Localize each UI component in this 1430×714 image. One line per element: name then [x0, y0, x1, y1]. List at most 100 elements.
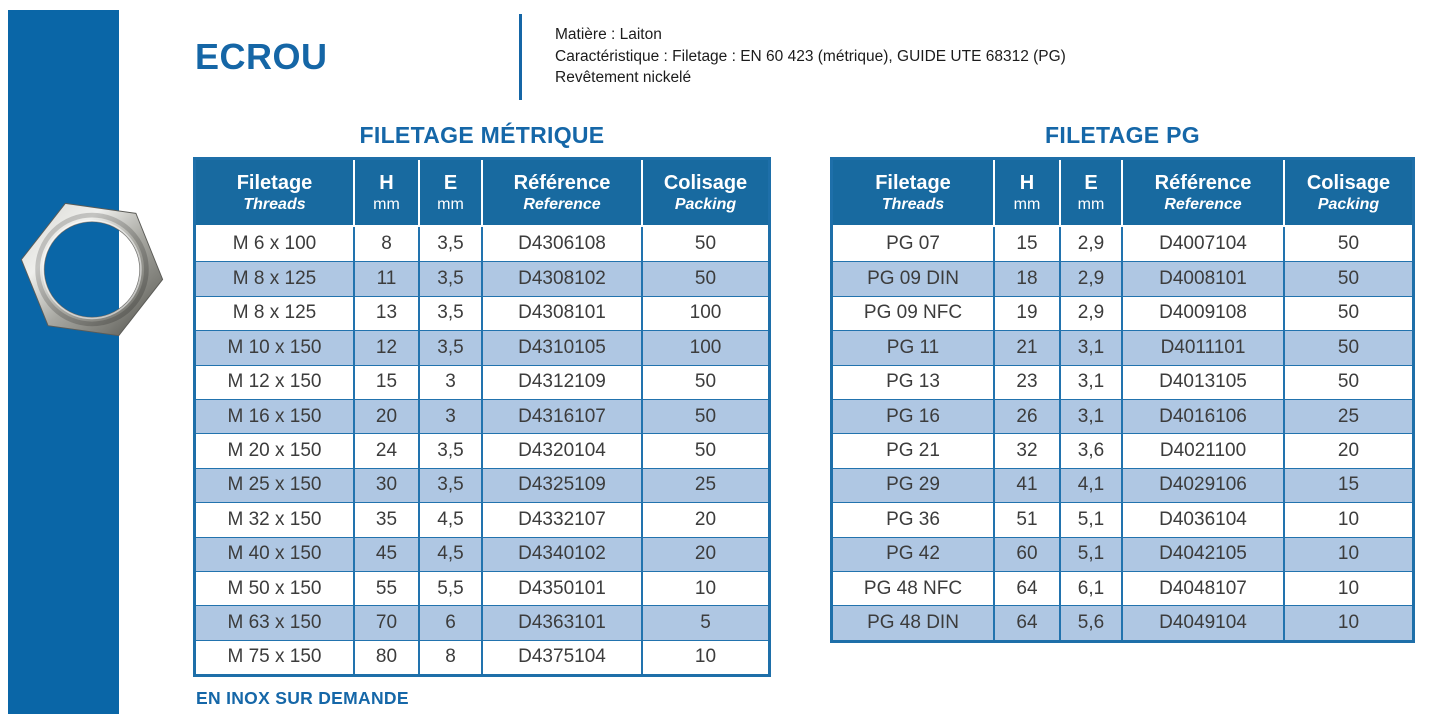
cell-h: 70 — [353, 606, 418, 640]
col-header-reference: Référence Reference — [1121, 160, 1283, 225]
cell-filetage: M 25 x 150 — [227, 474, 322, 496]
cell-e: 4,5 — [418, 503, 481, 537]
cell-h: 30 — [353, 468, 418, 503]
cell-colisage: 10 — [1283, 503, 1412, 537]
cell-h: 20 — [353, 399, 418, 434]
table-row: M 6 x 100 8 3,5 D4306108 50 — [196, 227, 768, 262]
cell-filetage: PG 07 — [886, 233, 940, 255]
cell-e: 3,1 — [1059, 399, 1121, 434]
cell-filetage: M 63 x 150 — [227, 611, 322, 633]
table-row: M 8 x 125 11 3,5 D4308102 50 — [196, 261, 768, 296]
cell-colisage: 50 — [1283, 331, 1412, 365]
cell-filetage: M 32 x 150 — [227, 508, 322, 530]
cell-e: 2,9 — [1059, 296, 1121, 331]
cell-filetage: M 10 x 150 — [227, 336, 322, 358]
cell-colisage: 15 — [1283, 468, 1412, 503]
table-row: M 12 x 150 15 3 D4312109 50 — [196, 364, 768, 399]
cell-filetage: PG 11 — [886, 336, 940, 358]
cell-h: 12 — [353, 331, 418, 365]
cell-h: 64 — [993, 571, 1059, 606]
cell-colisage: 50 — [1283, 262, 1412, 296]
cell-reference: D4332107 — [481, 503, 641, 537]
table-row: M 32 x 150 35 4,5 D4332107 20 — [196, 502, 768, 537]
cell-colisage: 50 — [641, 365, 768, 399]
cell-colisage: 50 — [1283, 296, 1412, 331]
cell-e: 3,1 — [1059, 365, 1121, 399]
col-header-e: E mm — [418, 160, 481, 225]
cell-h: 35 — [353, 503, 418, 537]
cell-h: 23 — [993, 365, 1059, 399]
cell-e: 8 — [418, 640, 481, 675]
cell-filetage: M 75 x 150 — [227, 646, 322, 668]
table-row: M 40 x 150 45 4,5 D4340102 20 — [196, 536, 768, 571]
table-row: PG 29 41 4,1 D4029106 15 — [833, 467, 1412, 503]
cell-h: 15 — [353, 365, 418, 399]
cell-colisage: 20 — [641, 537, 768, 571]
cell-e: 5,1 — [1059, 503, 1121, 537]
cell-colisage: 25 — [1283, 399, 1412, 434]
cell-filetage: PG 48 NFC — [863, 577, 963, 599]
cell-e: 3 — [418, 365, 481, 399]
cell-reference: D4375104 — [481, 640, 641, 675]
cell-filetage: PG 42 — [886, 543, 940, 565]
cell-e: 3,5 — [418, 227, 481, 262]
table-row: M 8 x 125 13 3,5 D4308101 100 — [196, 295, 768, 331]
cell-reference: D4316107 — [481, 399, 641, 434]
cell-e: 6 — [418, 606, 481, 640]
cell-reference: D4008101 — [1121, 262, 1283, 296]
cell-filetage: M 6 x 100 — [232, 233, 317, 255]
table-row: PG 13 23 3,1 D4013105 50 — [833, 364, 1412, 399]
cell-e: 2,9 — [1059, 262, 1121, 296]
cell-h: 18 — [993, 262, 1059, 296]
cell-h: 45 — [353, 537, 418, 571]
cell-reference: D4308101 — [481, 296, 641, 331]
cell-reference: D4306108 — [481, 227, 641, 262]
spec-block: Matière : Laiton Caractéristique : Filet… — [555, 24, 1066, 89]
cell-h: 26 — [993, 399, 1059, 434]
inox-note: EN INOX SUR DEMANDE — [196, 688, 409, 708]
cell-e: 3 — [418, 399, 481, 434]
col-header-colisage: Colisage Packing — [641, 160, 768, 225]
metric-table-title: FILETAGE MÉTRIQUE — [359, 122, 605, 148]
cell-h: 64 — [993, 606, 1059, 640]
cell-reference: D4340102 — [481, 537, 641, 571]
cell-reference: D4350101 — [481, 571, 641, 606]
cell-colisage: 50 — [1283, 227, 1412, 262]
cell-filetage: M 40 x 150 — [227, 543, 322, 565]
cell-e: 3,5 — [418, 262, 481, 296]
pg-table-body: PG 07 15 2,9 D4007104 50 PG 09 DIN 18 2,9 D40081… — [833, 227, 1412, 640]
cell-filetage: PG 09 NFC — [863, 302, 963, 324]
col-header-colisage: Colisage Packing — [1283, 160, 1412, 225]
cell-colisage: 50 — [641, 399, 768, 434]
table-row: PG 21 32 3,6 D4021100 20 — [833, 433, 1412, 468]
table-row: PG 11 21 3,1 D4011101 50 — [833, 330, 1412, 365]
cell-reference: D4312109 — [481, 365, 641, 399]
cell-filetage: M 8 x 125 — [232, 302, 317, 324]
cell-h: 60 — [993, 537, 1059, 571]
cell-h: 51 — [993, 503, 1059, 537]
sidebar-band — [8, 10, 119, 714]
cell-reference: D4363101 — [481, 606, 641, 640]
cell-h: 55 — [353, 571, 418, 606]
cell-h: 8 — [353, 227, 418, 262]
cell-reference: D4029106 — [1121, 468, 1283, 503]
cell-h: 80 — [353, 640, 418, 675]
spec-line-caracteristique: Caractéristique : Filetage : EN 60 423 (… — [555, 47, 1066, 65]
pg-table: Filetage Threads H mm E mm Référence Ref… — [830, 157, 1415, 643]
cell-colisage: 10 — [641, 640, 768, 675]
cell-colisage: 50 — [641, 227, 768, 262]
cell-reference: D4007104 — [1121, 227, 1283, 262]
table-row: PG 36 51 5,1 D4036104 10 — [833, 502, 1412, 537]
pg-table-header: Filetage Threads H mm E mm Référence Ref… — [833, 160, 1412, 227]
cell-filetage: PG 21 — [886, 440, 940, 462]
cell-filetage: PG 16 — [886, 405, 940, 427]
cell-reference: D4011101 — [1121, 331, 1283, 365]
cell-reference: D4013105 — [1121, 365, 1283, 399]
cell-e: 3,5 — [418, 296, 481, 331]
cell-colisage: 100 — [641, 331, 768, 365]
hex-nut-photo — [20, 202, 164, 337]
cell-e: 3,5 — [418, 331, 481, 365]
col-header-reference: Référence Reference — [481, 160, 641, 225]
table-row: PG 48 NFC 64 6,1 D4048107 10 — [833, 570, 1412, 606]
